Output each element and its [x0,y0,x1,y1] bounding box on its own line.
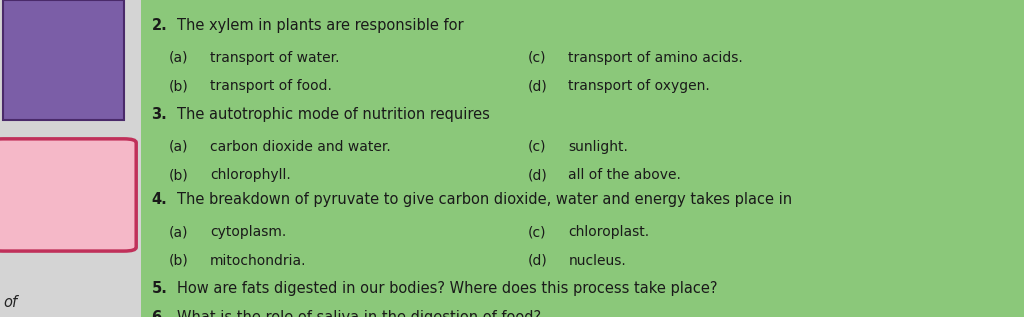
Text: nucleus.: nucleus. [568,254,626,268]
Text: 6.: 6. [152,310,167,317]
Text: (a): (a) [169,225,188,239]
Text: transport of oxygen.: transport of oxygen. [568,79,710,93]
Text: mitochondria.: mitochondria. [210,254,306,268]
FancyBboxPatch shape [0,139,136,251]
FancyBboxPatch shape [3,0,124,120]
Text: The xylem in plants are responsible for: The xylem in plants are responsible for [177,18,464,33]
Text: chlorophyll.: chlorophyll. [210,168,291,182]
Text: carbon dioxide and water.: carbon dioxide and water. [210,139,391,153]
Text: all of the above.: all of the above. [568,168,681,182]
Text: (c): (c) [527,51,546,65]
Text: (a): (a) [169,51,188,65]
Text: transport of food.: transport of food. [210,79,332,93]
Text: 3.: 3. [152,107,167,122]
Text: sunlight.: sunlight. [568,139,628,153]
Text: (b): (b) [169,168,188,182]
Text: 2.: 2. [152,18,167,33]
Text: (c): (c) [527,225,546,239]
Text: (d): (d) [527,79,547,93]
Text: (d): (d) [527,254,547,268]
Text: 5.: 5. [152,281,168,296]
Text: The autotrophic mode of nutrition requires: The autotrophic mode of nutrition requir… [177,107,490,122]
Text: of: of [3,295,17,310]
Text: transport of amino acids.: transport of amino acids. [568,51,743,65]
Text: (b): (b) [169,79,188,93]
Text: The breakdown of pyruvate to give carbon dioxide, water and energy takes place i: The breakdown of pyruvate to give carbon… [177,192,793,207]
Text: 4.: 4. [152,192,167,207]
Text: chloroplast.: chloroplast. [568,225,649,239]
Text: (b): (b) [169,254,188,268]
Text: What is the role of saliva in the digestion of food?: What is the role of saliva in the digest… [177,310,542,317]
Text: (d): (d) [527,168,547,182]
Text: (c): (c) [527,139,546,153]
Bar [0,0,141,317]
Text: transport of water.: transport of water. [210,51,339,65]
Text: How are fats digested in our bodies? Where does this process take place?: How are fats digested in our bodies? Whe… [177,281,718,296]
Text: cytoplasm.: cytoplasm. [210,225,286,239]
Text: (a): (a) [169,139,188,153]
